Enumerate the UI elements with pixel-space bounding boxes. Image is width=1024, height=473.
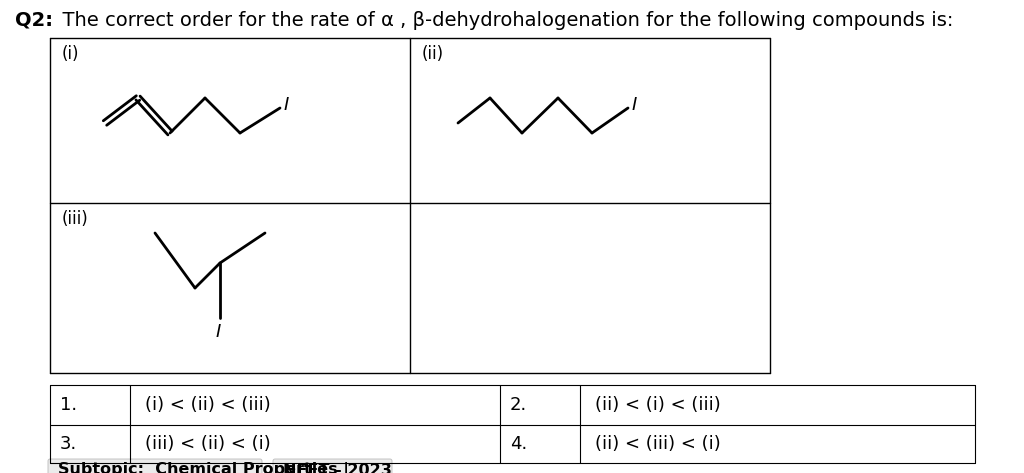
Text: (iii): (iii): [62, 210, 89, 228]
Text: 2.: 2.: [510, 396, 527, 414]
Text: 4.: 4.: [510, 435, 527, 453]
Text: NEET - 2023: NEET - 2023: [283, 463, 392, 473]
Text: (i) < (ii) < (iii): (i) < (ii) < (iii): [145, 396, 270, 414]
Text: (ii): (ii): [422, 45, 444, 63]
Text: Q2:: Q2:: [15, 11, 53, 30]
Text: 1.: 1.: [60, 396, 77, 414]
Text: The correct order for the rate of α , β-dehydrohalogenation for the following co: The correct order for the rate of α , β-…: [50, 11, 953, 30]
FancyBboxPatch shape: [48, 459, 262, 473]
Text: (ii) < (iii) < (i): (ii) < (iii) < (i): [595, 435, 721, 453]
Text: I: I: [216, 323, 221, 341]
Text: I: I: [284, 96, 289, 114]
Text: (iii) < (ii) < (i): (iii) < (ii) < (i): [145, 435, 270, 453]
FancyBboxPatch shape: [273, 459, 392, 473]
Text: I: I: [632, 96, 637, 114]
Text: Subtopic:  Chemical Properties |: Subtopic: Chemical Properties |: [58, 462, 349, 473]
Text: (i): (i): [62, 45, 80, 63]
Text: (ii) < (i) < (iii): (ii) < (i) < (iii): [595, 396, 721, 414]
Text: 3.: 3.: [60, 435, 77, 453]
